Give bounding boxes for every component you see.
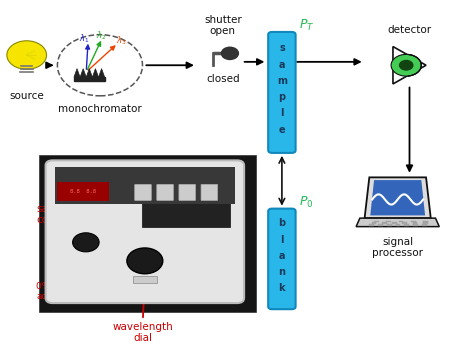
Circle shape: [7, 41, 46, 69]
FancyBboxPatch shape: [382, 222, 387, 224]
Polygon shape: [92, 69, 99, 77]
Text: 0% T and 100% T
adjustment: 0% T and 100% T adjustment: [36, 282, 116, 301]
Text: $\lambda_2$: $\lambda_2$: [96, 30, 107, 42]
FancyBboxPatch shape: [268, 32, 296, 153]
Text: p: p: [278, 92, 285, 102]
Text: $\lambda_3$: $\lambda_3$: [116, 34, 127, 47]
Text: 8.8  8.8: 8.8 8.8: [70, 189, 96, 194]
Text: closed: closed: [206, 74, 240, 84]
Text: e: e: [279, 125, 285, 135]
Polygon shape: [74, 77, 105, 81]
Polygon shape: [365, 177, 431, 218]
Text: s: s: [279, 43, 285, 53]
Text: detector: detector: [387, 25, 431, 35]
Circle shape: [73, 233, 99, 252]
FancyBboxPatch shape: [133, 276, 156, 283]
Polygon shape: [393, 47, 426, 84]
FancyBboxPatch shape: [392, 222, 397, 224]
FancyBboxPatch shape: [179, 184, 196, 200]
Text: source: source: [9, 91, 44, 101]
Polygon shape: [356, 218, 439, 227]
Text: shutter
open: shutter open: [204, 15, 242, 37]
FancyBboxPatch shape: [372, 222, 376, 224]
FancyBboxPatch shape: [423, 222, 428, 224]
Text: a: a: [279, 60, 285, 70]
Text: $P_T$: $P_T$: [299, 18, 314, 33]
FancyBboxPatch shape: [268, 208, 296, 309]
Polygon shape: [80, 69, 86, 77]
Polygon shape: [99, 69, 105, 77]
FancyBboxPatch shape: [404, 224, 409, 226]
FancyBboxPatch shape: [413, 224, 418, 226]
Text: signal
processor: signal processor: [372, 237, 423, 259]
Text: l: l: [280, 109, 283, 118]
FancyBboxPatch shape: [135, 184, 151, 200]
FancyBboxPatch shape: [38, 155, 256, 311]
Text: $P_0$: $P_0$: [299, 195, 313, 209]
Text: wavelength
dial: wavelength dial: [112, 322, 173, 343]
Text: n: n: [278, 267, 285, 277]
Circle shape: [400, 61, 413, 70]
Polygon shape: [370, 180, 425, 215]
Text: $\lambda_1$: $\lambda_1$: [79, 32, 90, 45]
FancyBboxPatch shape: [374, 221, 379, 222]
FancyBboxPatch shape: [386, 221, 391, 222]
FancyBboxPatch shape: [378, 224, 383, 226]
Text: k: k: [279, 284, 285, 293]
FancyBboxPatch shape: [369, 224, 374, 226]
Text: a: a: [279, 251, 285, 261]
Text: l: l: [280, 235, 283, 245]
FancyBboxPatch shape: [423, 221, 428, 222]
FancyBboxPatch shape: [157, 184, 173, 200]
Polygon shape: [86, 69, 92, 77]
FancyBboxPatch shape: [422, 224, 427, 226]
Circle shape: [221, 47, 238, 60]
FancyBboxPatch shape: [201, 184, 218, 200]
Circle shape: [127, 248, 163, 274]
FancyBboxPatch shape: [387, 224, 392, 226]
Text: b: b: [278, 218, 285, 228]
Text: sample
compartment: sample compartment: [36, 204, 107, 226]
FancyBboxPatch shape: [143, 177, 230, 227]
FancyBboxPatch shape: [399, 221, 403, 222]
FancyBboxPatch shape: [413, 222, 418, 224]
Polygon shape: [74, 69, 80, 77]
Text: m: m: [277, 76, 287, 86]
FancyBboxPatch shape: [57, 182, 109, 201]
Text: monochromator: monochromator: [58, 104, 142, 114]
Circle shape: [391, 54, 421, 76]
FancyBboxPatch shape: [55, 167, 235, 204]
FancyBboxPatch shape: [402, 222, 407, 224]
FancyBboxPatch shape: [411, 221, 416, 222]
FancyBboxPatch shape: [46, 160, 244, 303]
FancyBboxPatch shape: [396, 224, 401, 226]
